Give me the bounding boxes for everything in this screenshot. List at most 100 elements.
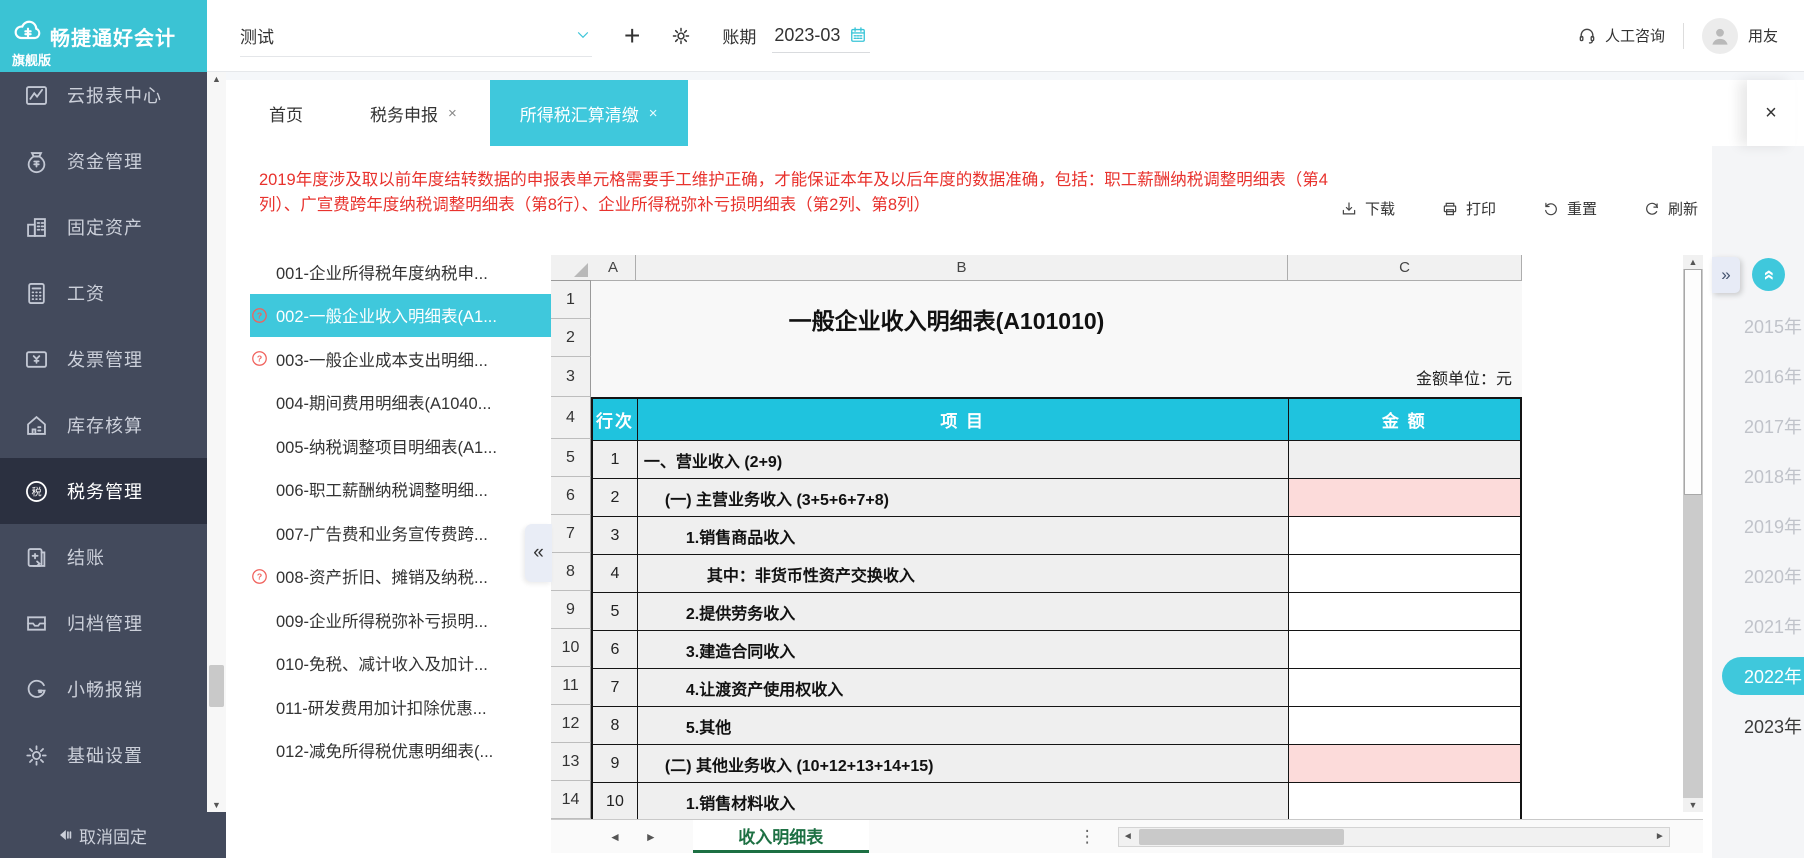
expand-panel-button[interactable]: » <box>1712 257 1740 293</box>
sheet-horizontal-scrollbar[interactable]: ◄ ► <box>1117 826 1670 847</box>
row-number[interactable]: 8 <box>551 553 591 591</box>
sidebar-item-funds-management[interactable]: 资金管理 <box>0 128 207 194</box>
collapse-panel-button[interactable]: « <box>525 524 552 582</box>
download-button[interactable]: 下载 <box>1340 198 1395 219</box>
sidebar-unpin-button[interactable]: 取消固定 <box>0 812 207 858</box>
tab-close-icon[interactable]: × <box>648 104 658 122</box>
form-list-item[interactable]: 004-期间费用明细表(A1040... <box>250 381 561 425</box>
sheet-prev-icon[interactable]: ◄ <box>609 829 621 844</box>
year-item-2021[interactable]: 2021年 <box>1744 617 1803 637</box>
form-list-item[interactable]: ? 002-一般企业收入明细表(A1... <box>250 293 561 337</box>
year-item-2022[interactable]: 2022年 <box>1722 657 1804 695</box>
row-number[interactable]: 1 <box>551 281 591 319</box>
scroll-down-icon[interactable]: ▼ <box>212 800 221 810</box>
row-number[interactable]: 5 <box>551 439 591 477</box>
reset-button[interactable]: 重置 <box>1542 198 1597 219</box>
cell-amount[interactable] <box>1288 479 1520 517</box>
user-menu[interactable]: 用友 <box>1701 17 1778 54</box>
sheet-next-icon[interactable]: ► <box>644 829 657 844</box>
add-button[interactable]: + <box>624 19 641 51</box>
scroll-right-icon[interactable]: ► <box>1654 831 1665 842</box>
sidebar-item-payroll[interactable]: 工资 <box>0 260 207 326</box>
year-item-2023[interactable]: 2023年 <box>1744 717 1803 737</box>
row-number[interactable]: 10 <box>551 629 591 667</box>
form-list-item[interactable]: ? 003-一般企业成本支出明细... <box>250 337 561 381</box>
workspace-select[interactable]: 测试 <box>240 15 592 57</box>
row-number[interactable]: 9 <box>551 591 591 629</box>
sidebar-item-xiaochang-expense[interactable]: 小畅报销 <box>0 656 207 722</box>
select-all-corner[interactable] <box>551 255 591 281</box>
scroll-up-icon[interactable]: ▲ <box>212 74 221 84</box>
settings-gear-icon[interactable] <box>670 25 692 47</box>
drag-handle-icon[interactable]: ⋮ <box>1078 826 1096 847</box>
cell-amount[interactable] <box>1288 745 1520 783</box>
row-number[interactable]: 14 <box>551 781 591 819</box>
form-list-item[interactable]: 009-企业所得税弥补亏损明... <box>250 598 561 642</box>
column-header-A[interactable]: A <box>591 255 636 281</box>
close-all-tabs-button[interactable]: × <box>1747 80 1795 146</box>
row-number[interactable]: 7 <box>551 515 591 553</box>
tab-所得税汇算清缴[interactable]: 所得税汇算清缴 × <box>489 80 688 146</box>
print-button[interactable]: 打印 <box>1441 198 1496 219</box>
tab-首页[interactable]: 首页 <box>259 80 313 146</box>
scroll-to-top-button[interactable]: « <box>1752 258 1785 291</box>
sheet-vertical-scrollbar[interactable]: ▲ ▼ <box>1683 255 1703 812</box>
row-number[interactable]: 4 <box>551 397 591 439</box>
period-picker[interactable]: 2023-03 <box>772 19 871 53</box>
sheet-tab-income-detail[interactable]: 收入明细表 <box>692 820 869 853</box>
year-item-2020[interactable]: 2020年 <box>1744 567 1803 587</box>
sidebar-item-invoice-management[interactable]: 发票管理 <box>0 326 207 392</box>
row-number[interactable]: 11 <box>551 667 591 705</box>
sidebar-item-tax-management[interactable]: 税 税务管理 <box>0 458 207 524</box>
cell-amount[interactable] <box>1288 593 1520 631</box>
form-list-item[interactable]: 011-研发费用加计扣除优惠... <box>250 685 561 729</box>
hscroll-track[interactable] <box>1137 828 1651 846</box>
year-item-2016[interactable]: 2016年 <box>1744 367 1803 387</box>
tab-close-icon[interactable]: × <box>448 104 457 122</box>
year-item-2017[interactable]: 2017年 <box>1744 417 1803 437</box>
house-icon <box>23 412 50 439</box>
cell-amount[interactable] <box>1288 517 1520 555</box>
sidebar-item-closing[interactable]: 结账 <box>0 524 207 590</box>
column-header-B[interactable]: B <box>636 255 1288 281</box>
cell-amount[interactable] <box>1288 631 1520 669</box>
sidebar-item-basic-settings[interactable]: 基础设置 <box>0 722 207 788</box>
cell-amount[interactable] <box>1288 783 1520 821</box>
sidebar-item-new-user-guide[interactable]: 新手引导 <box>0 788 207 812</box>
form-list-item[interactable]: 010-免税、减计收入及加计... <box>250 642 561 686</box>
cell-amount[interactable] <box>1288 669 1520 707</box>
year-item-2019[interactable]: 2019年 <box>1744 517 1803 537</box>
form-list-item[interactable]: ? 008-资产折旧、摊销及纳税... <box>250 555 561 599</box>
scroll-up-icon[interactable]: ▲ <box>1683 255 1703 269</box>
sidebar-item-inventory-accounting[interactable]: 库存核算 <box>0 392 207 458</box>
sidebar-scroll-thumb[interactable] <box>209 665 224 707</box>
form-list-item[interactable]: 001-企业所得税年度纳税申... <box>250 250 561 294</box>
sheet-vscroll-thumb[interactable] <box>1684 269 1702 495</box>
cell-amount[interactable] <box>1288 707 1520 745</box>
sidebar-item-archive-management[interactable]: 归档管理 <box>0 590 207 656</box>
form-list-item[interactable]: 005-纳税调整项目明细表(A1... <box>250 424 561 468</box>
hscroll-thumb[interactable] <box>1138 828 1344 845</box>
sidebar-item-cloud-report-center[interactable]: 云报表中心 <box>0 62 207 128</box>
support-button[interactable]: 人工咨询 <box>1577 25 1665 46</box>
form-list-item[interactable]: 012-减免所得税优惠明细表(... <box>250 729 561 773</box>
sidebar-scrollbar[interactable]: ▲ ▼ <box>207 72 226 812</box>
sidebar-item-fixed-assets[interactable]: 固定资产 <box>0 194 207 260</box>
cell-amount[interactable] <box>1288 555 1520 593</box>
form-list-item[interactable]: 007-广告费和业务宣传费跨... <box>250 511 561 555</box>
column-header-C[interactable]: C <box>1288 255 1522 281</box>
form-list-item[interactable]: 006-职工薪酬纳税调整明细... <box>250 468 561 512</box>
row-number[interactable]: 6 <box>551 477 591 515</box>
tab-税务申报[interactable]: 税务申报 × <box>360 80 467 146</box>
year-item-2018[interactable]: 2018年 <box>1744 467 1803 487</box>
scroll-left-icon[interactable]: ◄ <box>1122 831 1133 842</box>
row-number[interactable]: 2 <box>551 319 591 357</box>
row-number[interactable]: 12 <box>551 705 591 743</box>
scroll-down-icon[interactable]: ▼ <box>1683 798 1703 812</box>
cell-amount[interactable] <box>1288 441 1520 479</box>
row-number[interactable]: 3 <box>551 357 591 397</box>
refresh-button[interactable]: 刷新 <box>1643 198 1698 219</box>
year-item-2015[interactable]: 2015年 <box>1744 317 1803 337</box>
svg-text:?: ? <box>257 310 262 320</box>
row-number[interactable]: 13 <box>551 743 591 781</box>
